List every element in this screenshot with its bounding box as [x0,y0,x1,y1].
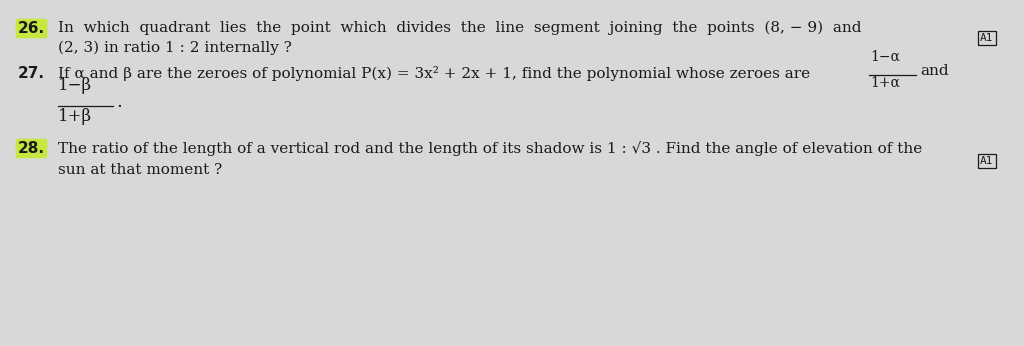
Text: The ratio of the length of a vertical rod and the length of its shadow is 1 : √3: The ratio of the length of a vertical ro… [58,141,923,156]
Text: (2, 3) in ratio 1 : 2 internally ?: (2, 3) in ratio 1 : 2 internally ? [58,41,292,55]
Text: A1: A1 [980,33,993,43]
Text: A1: A1 [980,156,993,166]
Text: 27.: 27. [18,66,45,81]
Text: In  which  quadrant  lies  the  point  which  divides  the  line  segment  joini: In which quadrant lies the point which d… [58,21,861,35]
Text: 1+β: 1+β [58,108,92,125]
Text: and: and [920,64,948,78]
Text: .: . [116,93,122,111]
Text: sun at that moment ?: sun at that moment ? [58,163,222,177]
Text: 1−α: 1−α [870,50,900,64]
Text: 26.: 26. [18,21,45,36]
Text: 1−β: 1−β [58,77,92,94]
Text: If α and β are the zeroes of polynomial P(x) = 3x² + 2x + 1, find the polynomial: If α and β are the zeroes of polynomial … [58,66,810,81]
Text: 28.: 28. [18,141,45,156]
Text: 1+α: 1+α [870,76,900,90]
